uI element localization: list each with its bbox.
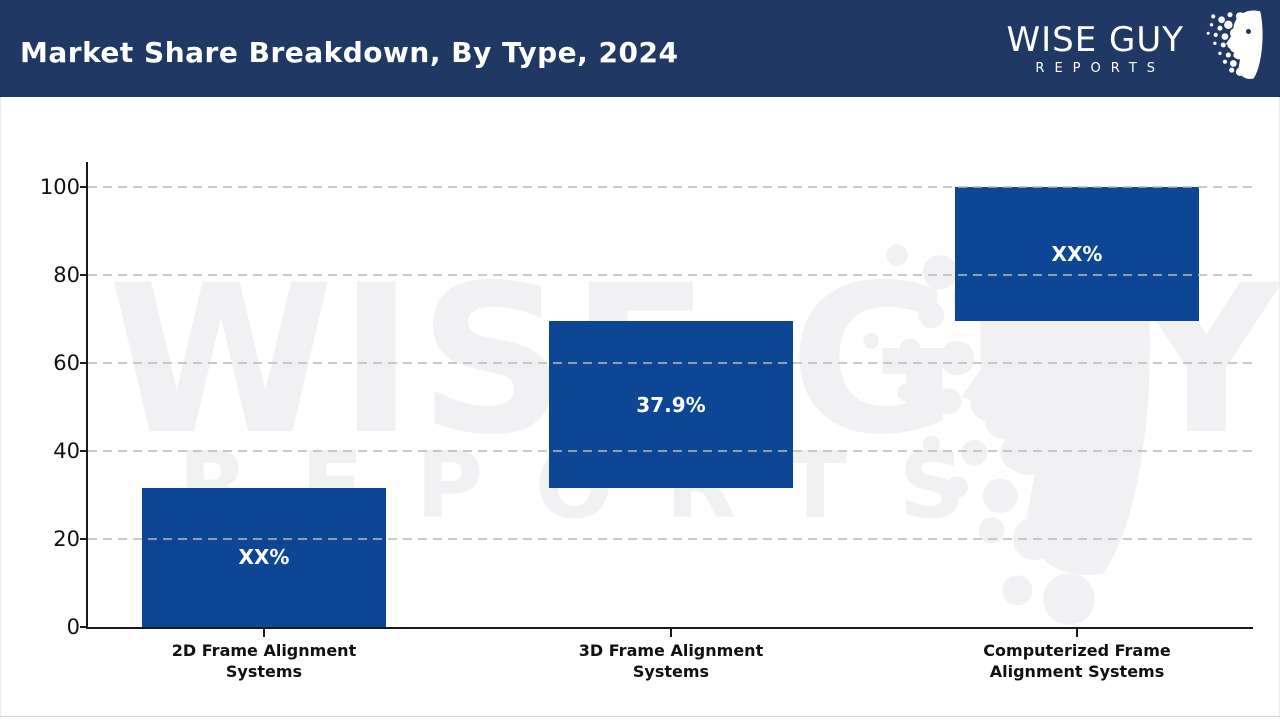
y-tick-label: 80	[53, 263, 80, 287]
category-label: 2D Frame Alignment Systems	[104, 640, 424, 682]
bar-value-label: 37.9%	[636, 392, 706, 417]
brand-face-icon	[1206, 10, 1263, 79]
category-label-line: 2D Frame Alignment	[171, 641, 357, 660]
brand-logo: WISE GUY REPORTS	[1006, 6, 1272, 92]
y-tick-mark	[80, 186, 87, 188]
y-tick-label: 40	[53, 439, 80, 463]
y-tick-mark	[80, 538, 87, 540]
gridline-40	[88, 450, 1253, 452]
gridline-60	[88, 362, 1253, 364]
y-tick-mark	[80, 626, 87, 628]
x-tick-mark	[263, 629, 265, 637]
y-tick-label: 100	[39, 175, 80, 199]
y-tick-mark	[80, 274, 87, 276]
bar-value-label: XX%	[238, 545, 290, 570]
category-label-line: Systems	[632, 662, 710, 681]
bar-segment: XX%	[142, 487, 386, 627]
gridline-100	[88, 186, 1253, 188]
bar-segment: 37.9%	[549, 321, 793, 488]
y-tick-label: 60	[53, 351, 80, 375]
x-axis-line	[86, 627, 1253, 629]
y-tick-label: 20	[53, 527, 80, 551]
y-tick-label: 0	[66, 615, 80, 639]
x-tick-mark	[1076, 629, 1078, 637]
brand-name: WISE GUY	[1006, 20, 1184, 60]
page-title: Market Share Breakdown, By Type, 2024	[20, 36, 679, 69]
y-tick-mark	[80, 450, 87, 452]
gridline-80	[88, 274, 1253, 276]
brand-logo-text: WISE GUY REPORTS	[1006, 22, 1184, 78]
header-bar: Market Share Breakdown, By Type, 2024 WI…	[0, 0, 1280, 97]
bottom-divider	[0, 716, 1280, 717]
category-label: 3D Frame Alignment Systems	[511, 640, 831, 682]
category-label-line: Systems	[225, 662, 303, 681]
category-label-line: Computerized Frame	[983, 641, 1171, 660]
brand-subname: REPORTS	[1035, 61, 1166, 76]
bar-value-label: XX%	[1051, 242, 1103, 267]
y-tick-mark	[80, 362, 87, 364]
bar-segment: XX%	[955, 187, 1199, 322]
y-axis-line	[86, 162, 88, 629]
category-label: Computerized Frame Alignment Systems	[917, 640, 1237, 682]
category-label-line: Alignment Systems	[989, 662, 1165, 681]
gridline-20	[88, 538, 1253, 540]
category-label-line: 3D Frame Alignment	[578, 641, 764, 660]
x-tick-mark	[670, 629, 672, 637]
